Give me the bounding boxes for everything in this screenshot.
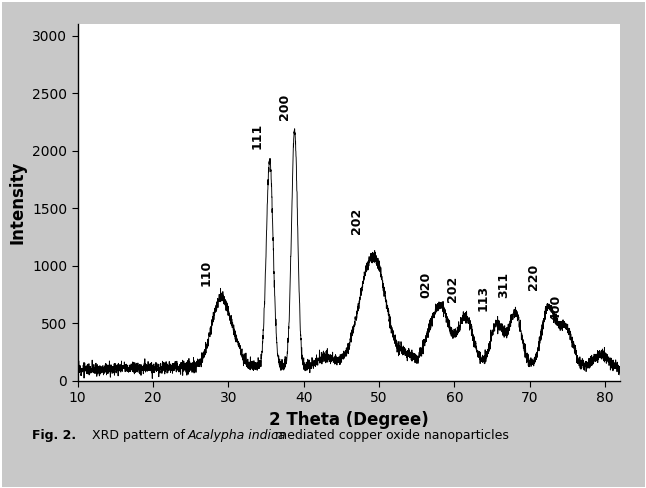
Text: 202: 202 [446,276,459,303]
X-axis label: 2 Theta (Degree): 2 Theta (Degree) [269,410,429,428]
Text: 220: 220 [527,264,540,290]
Text: 111: 111 [251,122,264,148]
Text: 113: 113 [477,285,490,310]
Text: 311: 311 [497,272,510,298]
Text: 202: 202 [350,207,363,234]
Text: 110: 110 [199,260,212,286]
Text: XRD pattern of: XRD pattern of [84,429,189,442]
Text: mediated copper oxide nanoparticles: mediated copper oxide nanoparticles [271,429,509,442]
Text: 200: 200 [278,94,291,120]
Text: 400: 400 [550,295,563,321]
Y-axis label: Intensity: Intensity [8,161,26,244]
Text: Acalypha indica: Acalypha indica [187,429,286,442]
Text: Fig. 2.: Fig. 2. [32,429,76,442]
Text: 020: 020 [419,272,432,298]
